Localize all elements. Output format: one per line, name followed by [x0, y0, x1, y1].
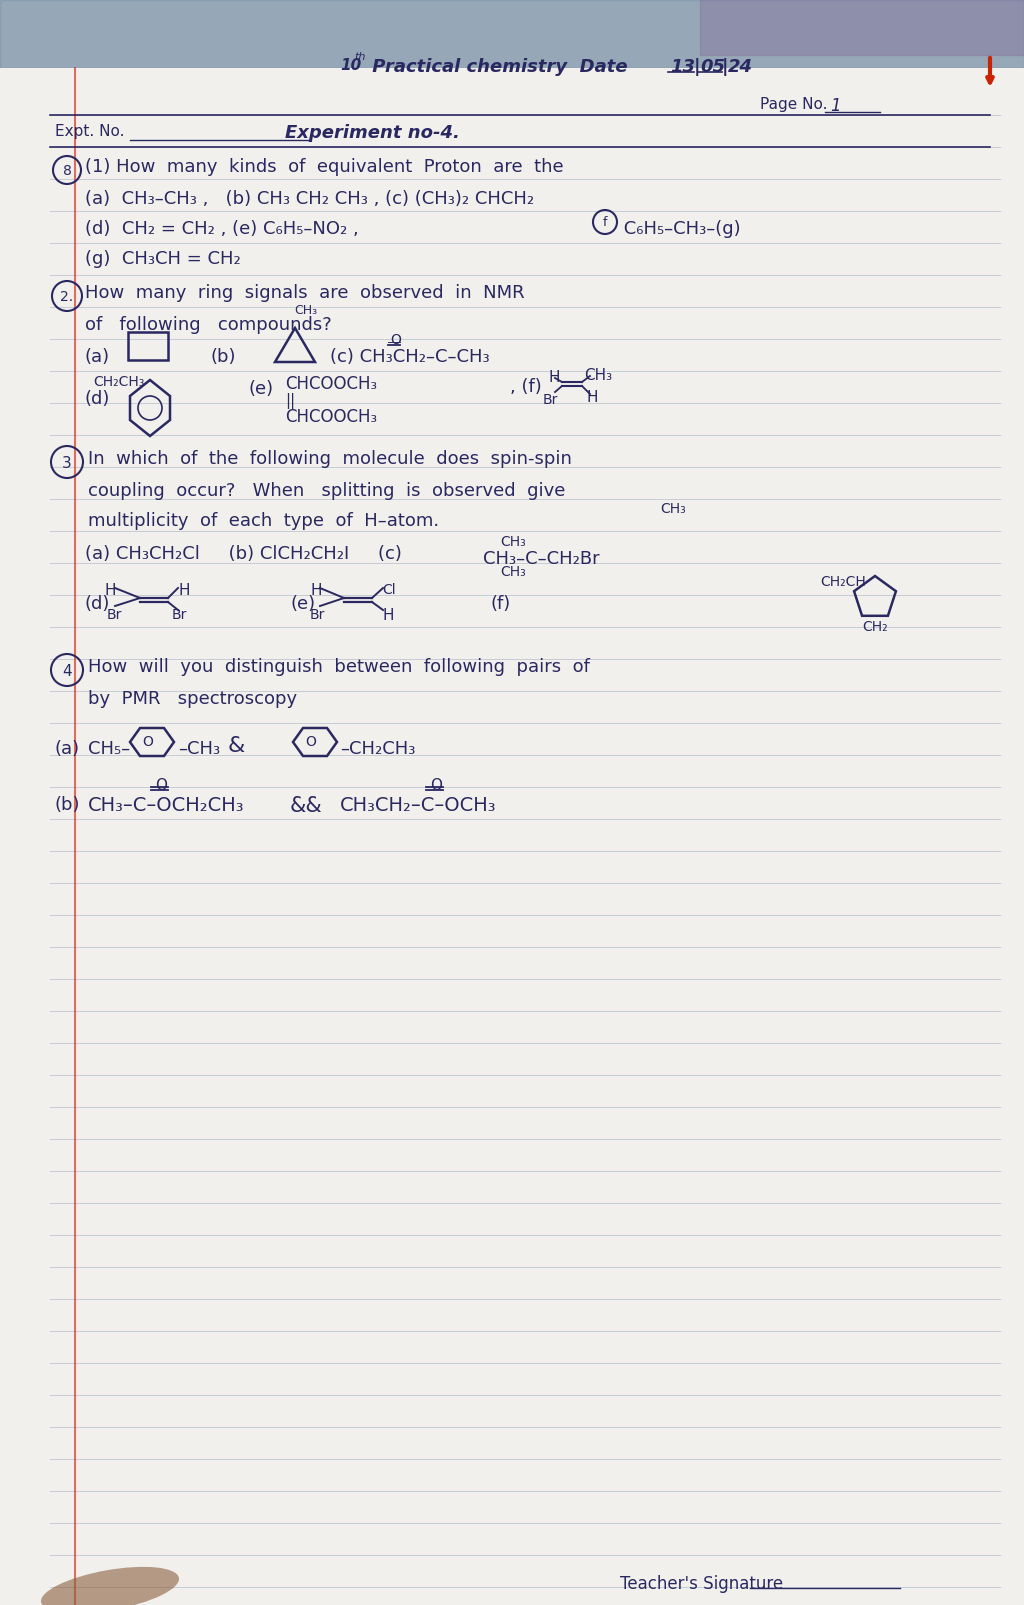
Text: (g)  CH₃CH = CH₂: (g) CH₃CH = CH₂: [85, 250, 241, 268]
Ellipse shape: [41, 1566, 179, 1605]
Text: by  PMR   spectroscopy: by PMR spectroscopy: [88, 690, 297, 708]
Text: (c) CH₃CH₂–C–CH₃: (c) CH₃CH₂–C–CH₃: [330, 348, 489, 366]
Text: (a) CH₃CH₂Cl     (b) ClCH₂CH₂I     (c): (a) CH₃CH₂Cl (b) ClCH₂CH₂I (c): [85, 546, 401, 563]
Text: Br: Br: [106, 608, 123, 623]
Text: Page No.: Page No.: [760, 96, 827, 112]
Text: Cl: Cl: [382, 583, 395, 597]
Text: How  many  ring  signals  are  observed  in  NMR: How many ring signals are observed in NM…: [85, 284, 524, 302]
Text: CHCOOCH₃: CHCOOCH₃: [285, 408, 377, 425]
Text: –CH₃: –CH₃: [178, 740, 220, 758]
Text: H: H: [382, 608, 393, 623]
Text: Teacher's Signature: Teacher's Signature: [620, 1575, 783, 1594]
Text: How  will  you  distinguish  between  following  pairs  of: How will you distinguish between followi…: [88, 658, 590, 676]
Text: &: &: [228, 737, 246, 756]
Text: Experiment no-4.: Experiment no-4.: [285, 124, 460, 141]
Text: 10: 10: [340, 58, 361, 72]
Text: ||: ||: [285, 393, 295, 409]
Text: 2.: 2.: [60, 291, 74, 303]
Text: (d): (d): [85, 390, 111, 408]
Text: H: H: [586, 390, 597, 404]
Text: 8: 8: [62, 164, 72, 178]
Text: 4: 4: [62, 663, 72, 679]
Text: CH₃: CH₃: [294, 303, 317, 318]
Text: O: O: [305, 735, 316, 750]
FancyBboxPatch shape: [0, 67, 1024, 1605]
Text: –CH₂CH₃: –CH₂CH₃: [340, 740, 416, 758]
Text: 3: 3: [62, 456, 72, 470]
Text: CH₅–: CH₅–: [88, 740, 130, 758]
Text: CH₃–C–CH₂Br: CH₃–C–CH₂Br: [483, 551, 600, 568]
Text: O: O: [390, 332, 400, 347]
Text: H: H: [105, 583, 117, 599]
Text: O: O: [430, 778, 442, 793]
Text: CH₃: CH₃: [584, 368, 612, 384]
Text: (a): (a): [55, 740, 80, 758]
Text: multiplicity  of  each  type  of  H–atom.: multiplicity of each type of H–atom.: [88, 512, 439, 530]
Text: |: |: [722, 58, 728, 75]
Text: of   following   compounds?: of following compounds?: [85, 316, 332, 334]
Text: &&: &&: [290, 796, 323, 815]
Text: th: th: [354, 51, 366, 63]
Text: (1) How  many  kinds  of  equivalent  Proton  are  the: (1) How many kinds of equivalent Proton …: [85, 157, 563, 177]
Text: O: O: [142, 735, 154, 750]
Text: (b): (b): [55, 796, 81, 814]
Text: C₆H₅–CH₃–(g): C₆H₅–CH₃–(g): [618, 220, 740, 238]
Text: Br: Br: [543, 393, 558, 408]
Text: (d): (d): [85, 595, 111, 613]
Text: H: H: [548, 371, 559, 385]
Text: Expt. No.: Expt. No.: [55, 124, 125, 140]
Text: CH₂CH: CH₂CH: [820, 575, 865, 589]
Text: |: |: [694, 58, 700, 75]
Text: (f): (f): [490, 595, 510, 613]
Text: Br: Br: [172, 608, 187, 623]
Text: H: H: [178, 583, 189, 599]
Text: (e): (e): [248, 380, 273, 398]
Text: H: H: [310, 583, 322, 599]
Text: (d)  CH₂ = CH₂ , (e) C₆H₅–NO₂ ,: (d) CH₂ = CH₂ , (e) C₆H₅–NO₂ ,: [85, 220, 358, 238]
Text: f: f: [603, 217, 607, 230]
Text: CH₂CH₃: CH₂CH₃: [93, 376, 144, 388]
Text: (b): (b): [210, 348, 236, 366]
Text: CH₃–C–OCH₂CH₃: CH₃–C–OCH₂CH₃: [88, 796, 245, 815]
Text: coupling  occur?   When   splitting  is  observed  give: coupling occur? When splitting is observ…: [88, 482, 565, 501]
Text: CH₃: CH₃: [660, 502, 686, 515]
Text: O: O: [155, 778, 167, 793]
Text: 05: 05: [700, 58, 725, 75]
Text: Br: Br: [310, 608, 326, 623]
Text: CH₃: CH₃: [500, 565, 525, 579]
Text: (a)  CH₃–CH₃ ,   (b) CH₃ CH₂ CH₃ , (c) (CH₃)₂ CHCH₂: (a) CH₃–CH₃ , (b) CH₃ CH₂ CH₃ , (c) (CH₃…: [85, 189, 535, 209]
Text: , (f): , (f): [510, 379, 542, 396]
Text: Practical chemistry  Date: Practical chemistry Date: [366, 58, 634, 75]
Text: CH₂: CH₂: [862, 620, 888, 634]
Text: In  which  of  the  following  molecule  does  spin-spin: In which of the following molecule does …: [88, 449, 571, 469]
Text: 24: 24: [728, 58, 753, 75]
Text: 1: 1: [830, 96, 841, 116]
Text: CHCOOCH₃: CHCOOCH₃: [285, 376, 377, 393]
Text: CH₃: CH₃: [500, 534, 525, 549]
Text: (a): (a): [85, 348, 111, 366]
Text: CH₃CH₂–C–OCH₃: CH₃CH₂–C–OCH₃: [340, 796, 497, 815]
Text: (e): (e): [290, 595, 315, 613]
Text: 13: 13: [670, 58, 695, 75]
